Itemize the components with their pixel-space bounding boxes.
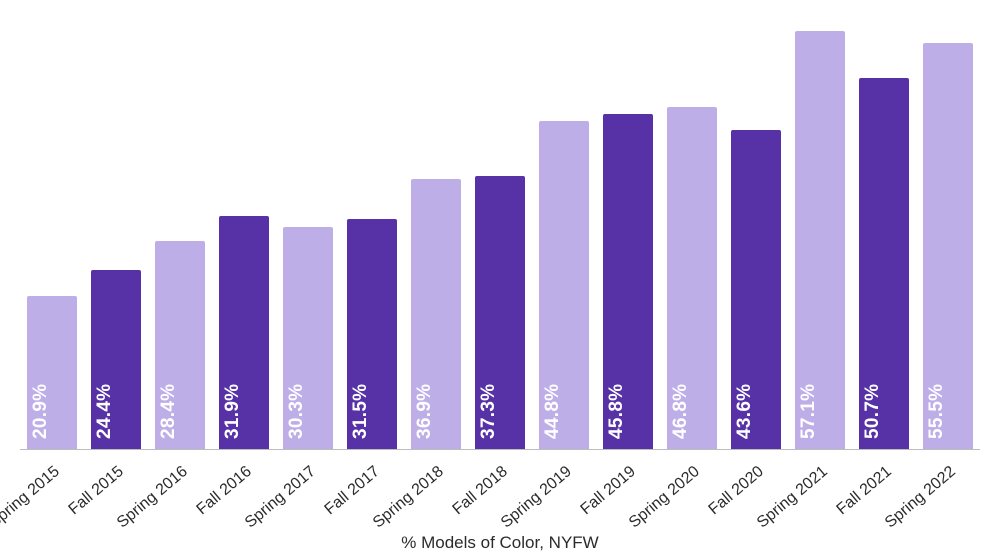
bar-value-label: 46.8%	[670, 384, 692, 439]
bar-slot: 55.5%Spring 2022	[916, 10, 980, 449]
bar: 37.3%	[475, 176, 525, 449]
bar: 55.5%	[923, 43, 973, 449]
bar-slot: 31.9%Fall 2016	[212, 10, 276, 449]
bar-value-label: 43.6%	[734, 384, 756, 439]
bar-slot: 24.4%Fall 2015	[84, 10, 148, 449]
bar-value-label: 31.9%	[222, 384, 244, 439]
bar: 31.5%	[347, 219, 397, 449]
bar-value-label: 50.7%	[862, 384, 884, 439]
chart-container: 20.9%Spring 201524.4%Fall 201528.4%Sprin…	[0, 0, 1000, 559]
bar-value-label: 31.5%	[350, 384, 372, 439]
bar: 45.8%	[603, 114, 653, 449]
bar: 57.1%	[795, 31, 845, 449]
plot-area: 20.9%Spring 201524.4%Fall 201528.4%Sprin…	[20, 10, 980, 450]
bar-slot: 30.3%Spring 2017	[276, 10, 340, 449]
bar: 20.9%	[27, 296, 77, 449]
x-axis-title: % Models of Color, NYFW	[0, 533, 1000, 553]
bar: 43.6%	[731, 130, 781, 449]
bar-slot: 37.3%Fall 2018	[468, 10, 532, 449]
bar-slot: 31.5%Fall 2017	[340, 10, 404, 449]
bar-slot: 50.7%Fall 2021	[852, 10, 916, 449]
bar-slot: 57.1%Spring 2021	[788, 10, 852, 449]
bar: 24.4%	[91, 270, 141, 449]
bar-value-label: 24.4%	[94, 384, 116, 439]
bar-value-label: 55.5%	[926, 384, 948, 439]
bar-value-label: 57.1%	[798, 384, 820, 439]
bar-slot: 43.6%Fall 2020	[724, 10, 788, 449]
bar-value-label: 44.8%	[542, 384, 564, 439]
bar: 30.3%	[283, 227, 333, 449]
bar-slot: 20.9%Spring 2015	[20, 10, 84, 449]
bar-value-label: 28.4%	[158, 384, 180, 439]
bar-slot: 36.9%Spring 2018	[404, 10, 468, 449]
bar-value-label: 30.3%	[286, 384, 308, 439]
bar-value-label: 45.8%	[606, 384, 628, 439]
bar-slot: 44.8%Spring 2019	[532, 10, 596, 449]
bar-slot: 46.8%Spring 2020	[660, 10, 724, 449]
bar-value-label: 20.9%	[30, 384, 52, 439]
bar: 28.4%	[155, 241, 205, 449]
bar-slot: 28.4%Spring 2016	[148, 10, 212, 449]
bar-value-label: 36.9%	[414, 384, 436, 439]
bar: 44.8%	[539, 121, 589, 449]
bar: 31.9%	[219, 216, 269, 449]
bar: 36.9%	[411, 179, 461, 449]
bar: 50.7%	[859, 78, 909, 449]
bar: 46.8%	[667, 107, 717, 449]
bar-value-label: 37.3%	[478, 384, 500, 439]
bar-slot: 45.8%Fall 2019	[596, 10, 660, 449]
